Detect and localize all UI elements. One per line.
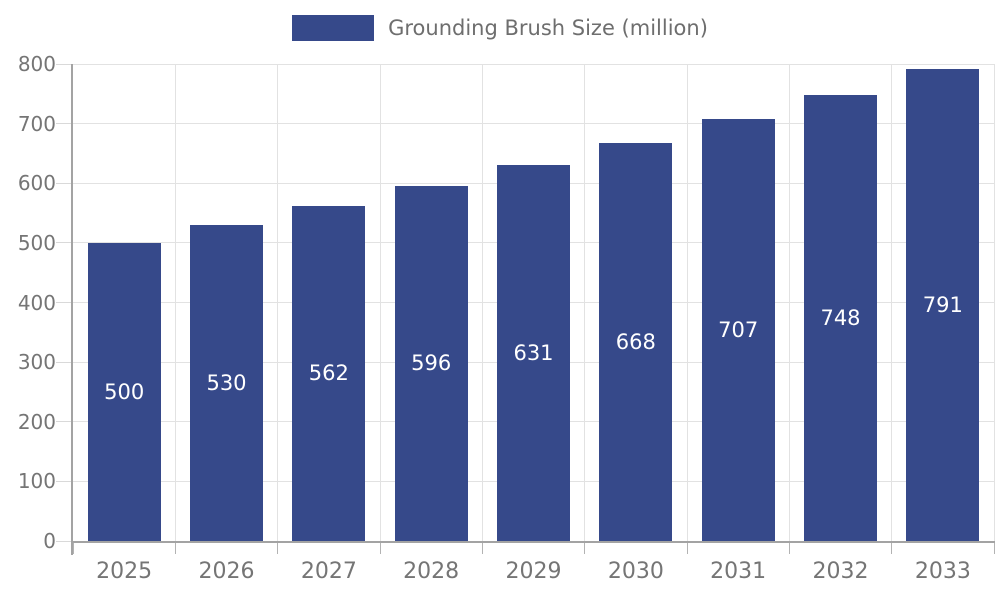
bar-value-label: 500 — [104, 379, 145, 404]
x-tick — [584, 541, 586, 554]
y-tick — [56, 63, 73, 65]
bar — [906, 69, 980, 541]
y-tick-label: 500 — [17, 230, 56, 255]
bar-value-label: 748 — [820, 306, 861, 330]
x-tick-label: 2032 — [812, 559, 869, 584]
bar — [87, 242, 161, 541]
x-tick-label: 2029 — [505, 559, 562, 584]
y-tick-label: 300 — [17, 350, 56, 375]
bar-value-label: 596 — [411, 351, 452, 376]
v-gridline — [788, 64, 790, 541]
y-tick-label: 0 — [43, 529, 56, 553]
v-gridline — [481, 64, 483, 541]
x-tick-label: 2033 — [914, 559, 971, 584]
bar — [190, 224, 263, 541]
legend-swatch — [292, 15, 375, 41]
y-tick — [56, 302, 73, 303]
bar-value-label: 707 — [718, 318, 759, 343]
bar — [292, 205, 366, 541]
bar — [394, 185, 468, 541]
bar-value-label: 631 — [513, 340, 554, 365]
bar — [701, 119, 775, 541]
y-tick — [56, 242, 73, 244]
y-tick-label: 100 — [17, 469, 56, 494]
x-tick — [993, 541, 995, 554]
y-tick-label: 800 — [17, 52, 56, 76]
y-tick — [56, 361, 73, 363]
x-tick-label: 2027 — [300, 559, 357, 584]
v-gridline — [891, 64, 893, 541]
x-tick — [72, 541, 74, 554]
bar — [804, 95, 877, 541]
bar-value-label: 668 — [615, 329, 656, 354]
x-tick-label: 2028 — [403, 559, 460, 584]
legend: Grounding Brush Size (million) — [0, 15, 1000, 41]
y-tick-label: 400 — [17, 290, 56, 315]
y-tick — [56, 480, 73, 482]
h-gridline — [73, 63, 994, 65]
y-tick — [56, 540, 73, 542]
y-tick — [56, 421, 73, 423]
y-tick — [56, 182, 73, 184]
x-tick-label: 2030 — [607, 559, 664, 584]
bar — [599, 142, 673, 541]
bar — [497, 164, 570, 541]
bar-value-label: 791 — [922, 293, 963, 318]
v-gridline — [379, 64, 381, 541]
x-tick — [481, 541, 483, 554]
legend-label: Grounding Brush Size (million) — [388, 16, 708, 40]
x-tick — [891, 541, 893, 554]
h-gridline — [73, 123, 994, 125]
v-gridline — [277, 64, 279, 541]
y-axis-line — [71, 64, 73, 555]
y-tick-label: 600 — [17, 171, 56, 196]
v-gridline — [584, 64, 586, 541]
x-axis-line — [71, 541, 995, 543]
y-tick-label: 200 — [17, 409, 56, 434]
y-tick-label: 700 — [17, 111, 56, 136]
bar-value-label: 530 — [206, 370, 247, 395]
x-tick-label: 2026 — [198, 559, 255, 584]
x-tick-label: 2031 — [710, 559, 767, 584]
x-tick — [174, 541, 176, 554]
y-tick — [56, 123, 73, 125]
x-tick — [686, 541, 688, 554]
x-tick — [277, 541, 279, 554]
v-gridline — [686, 64, 688, 541]
v-gridline — [174, 64, 176, 541]
v-gridline — [993, 64, 995, 541]
x-tick — [788, 541, 790, 554]
x-tick — [379, 541, 381, 554]
x-tick-label: 2025 — [96, 559, 153, 584]
bar-value-label: 562 — [308, 361, 349, 386]
